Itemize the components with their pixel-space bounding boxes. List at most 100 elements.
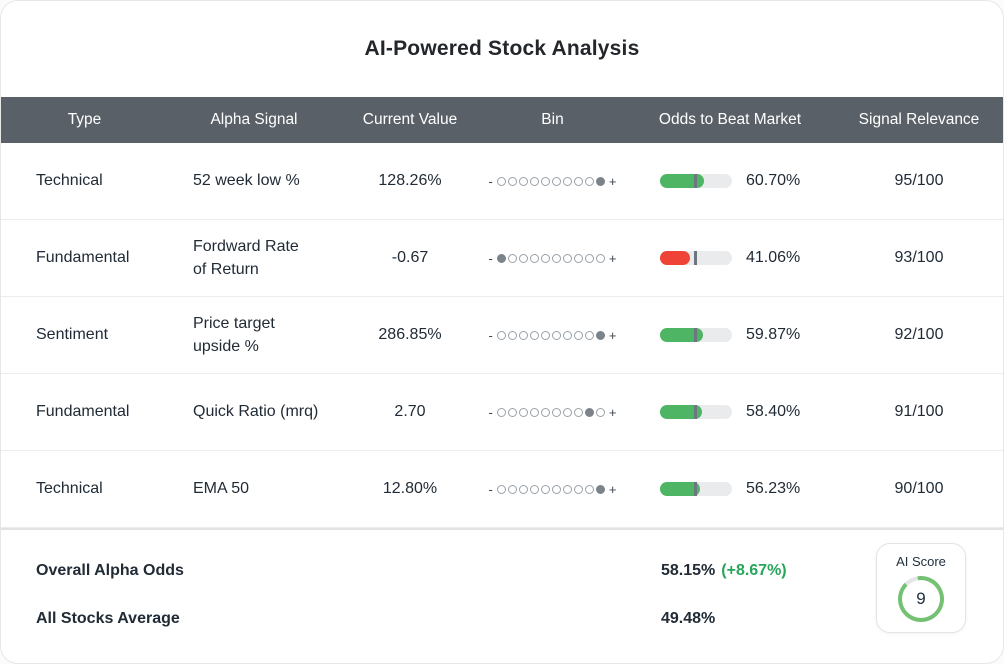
average-marker (694, 328, 698, 342)
bin-plus-label: + (608, 481, 617, 497)
ai-score-label: AI Score (896, 554, 946, 569)
type-cell: Technical (36, 480, 103, 497)
bin-dot (518, 330, 528, 340)
all-stocks-average-row: All Stocks Average 49.48% (1, 595, 1003, 643)
bin-dot-filled (595, 484, 605, 494)
odds-progress-bar (660, 251, 732, 265)
value-cell: 286.85% (378, 326, 442, 343)
bin-dot (551, 330, 561, 340)
column-header-alpha-signal: Alpha Signal (210, 111, 298, 128)
ai-score-ring: 9 (898, 576, 944, 622)
bin-dot (540, 484, 550, 494)
bin-dot-filled (595, 330, 605, 340)
bin-dot (584, 253, 594, 263)
bin-dot (562, 407, 572, 417)
bin-dot (573, 330, 583, 340)
bin-dot-filled (584, 407, 594, 417)
average-marker (694, 251, 698, 265)
odds-bar-fill (660, 174, 704, 188)
bin-dot (573, 253, 583, 263)
bin-minus-label: - (488, 404, 493, 420)
bin-dot (529, 253, 539, 263)
odds-cell: 59.87% (625, 326, 835, 344)
bin-dot-filled (595, 176, 605, 186)
odds-cell: 60.70% (625, 172, 835, 190)
bin-dot (540, 407, 550, 417)
bin-dot (551, 176, 561, 186)
bin-dot (573, 176, 583, 186)
bin-dot (529, 330, 539, 340)
bin-indicator (496, 407, 605, 417)
bin-indicator (496, 484, 605, 494)
bin-minus-label: - (488, 250, 493, 266)
bin-dot (529, 484, 539, 494)
bin-dot (584, 330, 594, 340)
bin-dot (540, 176, 550, 186)
average-marker (694, 482, 698, 496)
ai-score-value: 9 (916, 589, 926, 608)
bin-dot (562, 330, 572, 340)
odds-bar-fill (660, 328, 704, 342)
table-row: Fundamental Quick Ratio (mrq) 2.70 - + 58… (1, 374, 1003, 451)
bin-dot (562, 484, 572, 494)
ai-score-card: AI Score 9 (876, 543, 966, 633)
column-header-signal-relevance: Signal Relevance (858, 111, 980, 128)
bin-dot (573, 484, 583, 494)
bin-dot (573, 407, 583, 417)
column-header-type: Type (67, 111, 102, 128)
signal-cell: 52 week low % (193, 172, 300, 190)
bin-dot (540, 330, 550, 340)
odds-progress-bar (660, 482, 732, 496)
type-cell: Sentiment (36, 326, 109, 343)
relevance-cell: 95/100 (894, 172, 944, 189)
bin-minus-label: - (488, 481, 493, 497)
summary-footer: Overall Alpha Odds 58.15% (+8.67%) All St… (1, 528, 1003, 661)
bin-indicator (496, 253, 605, 263)
bin-dot (584, 484, 594, 494)
bin-dot (507, 253, 517, 263)
table-row: Technical EMA 50 12.80% - + 56.23% 90/100 (1, 451, 1003, 528)
table-header: Type Alpha Signal Current Value Bin Odds… (1, 97, 1003, 143)
bin-plus-label: + (608, 404, 617, 420)
bin-dot (562, 176, 572, 186)
bin-cell: - + (480, 328, 625, 343)
bin-dot (496, 407, 506, 417)
table-row: Fundamental Fordward Rate of Return -0.6… (1, 220, 1003, 297)
table-row: Sentiment Price target upside % 286.85% … (1, 297, 1003, 374)
bin-dot (551, 253, 561, 263)
average-marker (694, 405, 698, 419)
all-stocks-average-label: All Stocks Average (36, 610, 180, 627)
value-cell: 128.26% (378, 172, 442, 189)
bin-dot (551, 407, 561, 417)
value-cell: 12.80% (382, 480, 438, 497)
bin-dot (518, 176, 528, 186)
average-marker (694, 174, 698, 188)
value-cell: -0.67 (391, 249, 429, 266)
type-cell: Fundamental (36, 403, 130, 420)
relevance-cell: 92/100 (894, 326, 944, 343)
ai-score-ring-inner: 9 (902, 580, 940, 618)
bin-cell: - + (480, 251, 625, 266)
odds-value: 56.23% (746, 480, 801, 497)
bin-cell: - + (480, 482, 625, 497)
overall-odds-number: 58.15% (661, 562, 716, 579)
odds-progress-bar (660, 405, 732, 419)
bin-dot (496, 484, 506, 494)
odds-bar-fill (660, 251, 690, 265)
overall-alpha-odds-row: Overall Alpha Odds 58.15% (+8.67%) (1, 547, 1003, 595)
column-header-odds: Odds to Beat Market (658, 111, 802, 128)
signal-cell: Quick Ratio (mrq) (193, 403, 319, 421)
bin-dot (496, 176, 506, 186)
column-header-bin: Bin (541, 111, 564, 128)
bin-cell: - + (480, 174, 625, 189)
type-cell: Fundamental (36, 249, 130, 266)
column-header-current-value: Current Value (362, 111, 458, 128)
odds-value: 59.87% (746, 326, 801, 343)
odds-bar-fill (660, 405, 703, 419)
signal-cell: Price target upside % (193, 314, 275, 355)
title-bar: AI-Powered Stock Analysis (1, 1, 1003, 97)
odds-cell: 56.23% (625, 480, 835, 498)
odds-progress-bar (660, 328, 732, 342)
table-row: Technical 52 week low % 128.26% - + 60.70… (1, 143, 1003, 220)
